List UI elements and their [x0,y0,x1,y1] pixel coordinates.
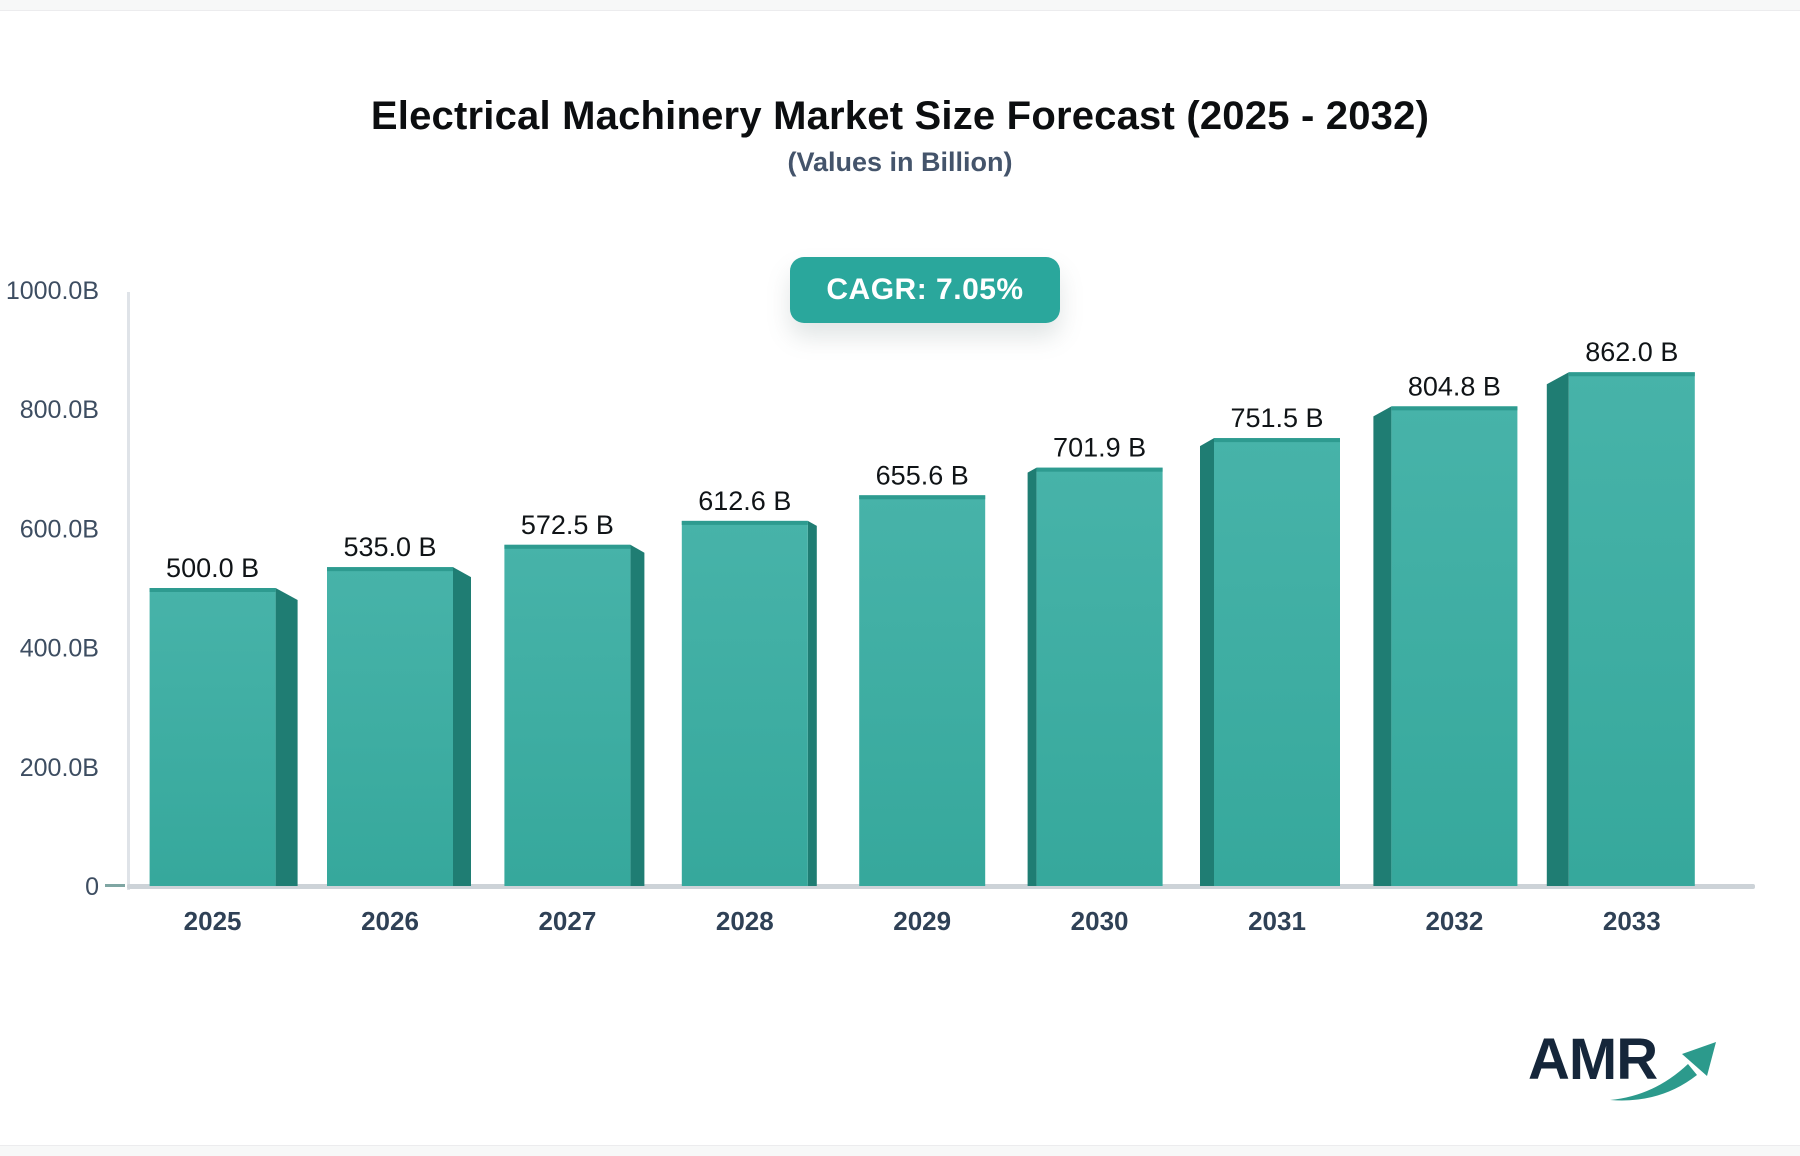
bar-top-cap [1036,467,1163,472]
x-axis-label: 2033 [1603,906,1661,936]
bar-face [327,567,453,886]
bar-side-face [1200,438,1214,886]
bar-value-label: 751.5 B [1230,403,1323,433]
x-axis-label: 2029 [893,906,951,936]
x-axis-label: 2027 [538,906,596,936]
bar-value-label: 804.8 B [1408,371,1501,401]
bar-top-cap [1568,372,1695,377]
y-axis-line [127,292,130,890]
amr-logo-text: AMR [1528,1027,1658,1092]
x-axis-label: 2030 [1071,906,1129,936]
chart-subtitle: (Values in Billion) [787,147,1013,177]
bar-value-label: 701.9 B [1053,433,1146,463]
bar-value-label: 862.0 B [1585,337,1678,367]
bar-face [681,520,808,886]
bar-side-face [807,520,817,886]
x-axis-label: 2025 [184,906,242,936]
bar-value-label: 535.0 B [343,532,436,562]
bar-value-label: 612.6 B [698,486,791,516]
bar-face [1568,372,1695,886]
bar-value-label: 655.6 B [876,460,969,490]
bar-side-face [1546,372,1569,886]
y-tick-label: 800.0B [20,396,99,424]
bar-side-face [1373,406,1392,886]
bar-value-label: 572.5 B [521,510,614,540]
y-tick-label: 600.0B [20,515,99,543]
bar-top-cap [327,567,453,572]
amr-logo: AMR [1528,1026,1728,1112]
x-axis-label: 2028 [716,906,774,936]
bar-side-face [453,567,471,886]
zero-tick [105,884,125,887]
cagr-badge-label: CAGR: 7.05% [826,273,1024,306]
bar-top-cap [149,588,276,592]
bar-face [1391,406,1518,886]
page-edge-bottom [0,1145,1800,1156]
bar-value-label: 500.0 B [166,553,259,583]
y-tick-label: 200.0B [20,754,99,782]
bar-face [149,588,276,886]
growth-arrow-icon [1610,1042,1716,1101]
bar-side-face [275,588,298,886]
bar-top-cap [1391,406,1518,411]
bar-side-face [630,544,645,886]
bar-face [1036,467,1163,886]
y-tick-label: 400.0B [20,635,99,663]
bar-face [1214,438,1340,886]
bar-top-cap [504,544,631,549]
x-axis-label: 2031 [1248,906,1306,936]
bar-face [504,544,631,886]
chart-title: Electrical Machinery Market Size Forecas… [370,94,1430,138]
y-tick-label: 1000.0B [6,277,99,305]
x-axis-label: 2026 [361,906,419,936]
bar-top-cap [681,520,808,525]
page-edge-top [0,0,1800,11]
y-tick-label: 0 [85,873,99,901]
bar-top-cap [859,495,986,500]
cagr-badge: CAGR: 7.05% [790,257,1060,323]
bar-side-face [1027,467,1037,886]
bar-top-cap [1214,438,1340,443]
bar-face [859,495,986,886]
x-axis-label: 2032 [1425,906,1483,936]
